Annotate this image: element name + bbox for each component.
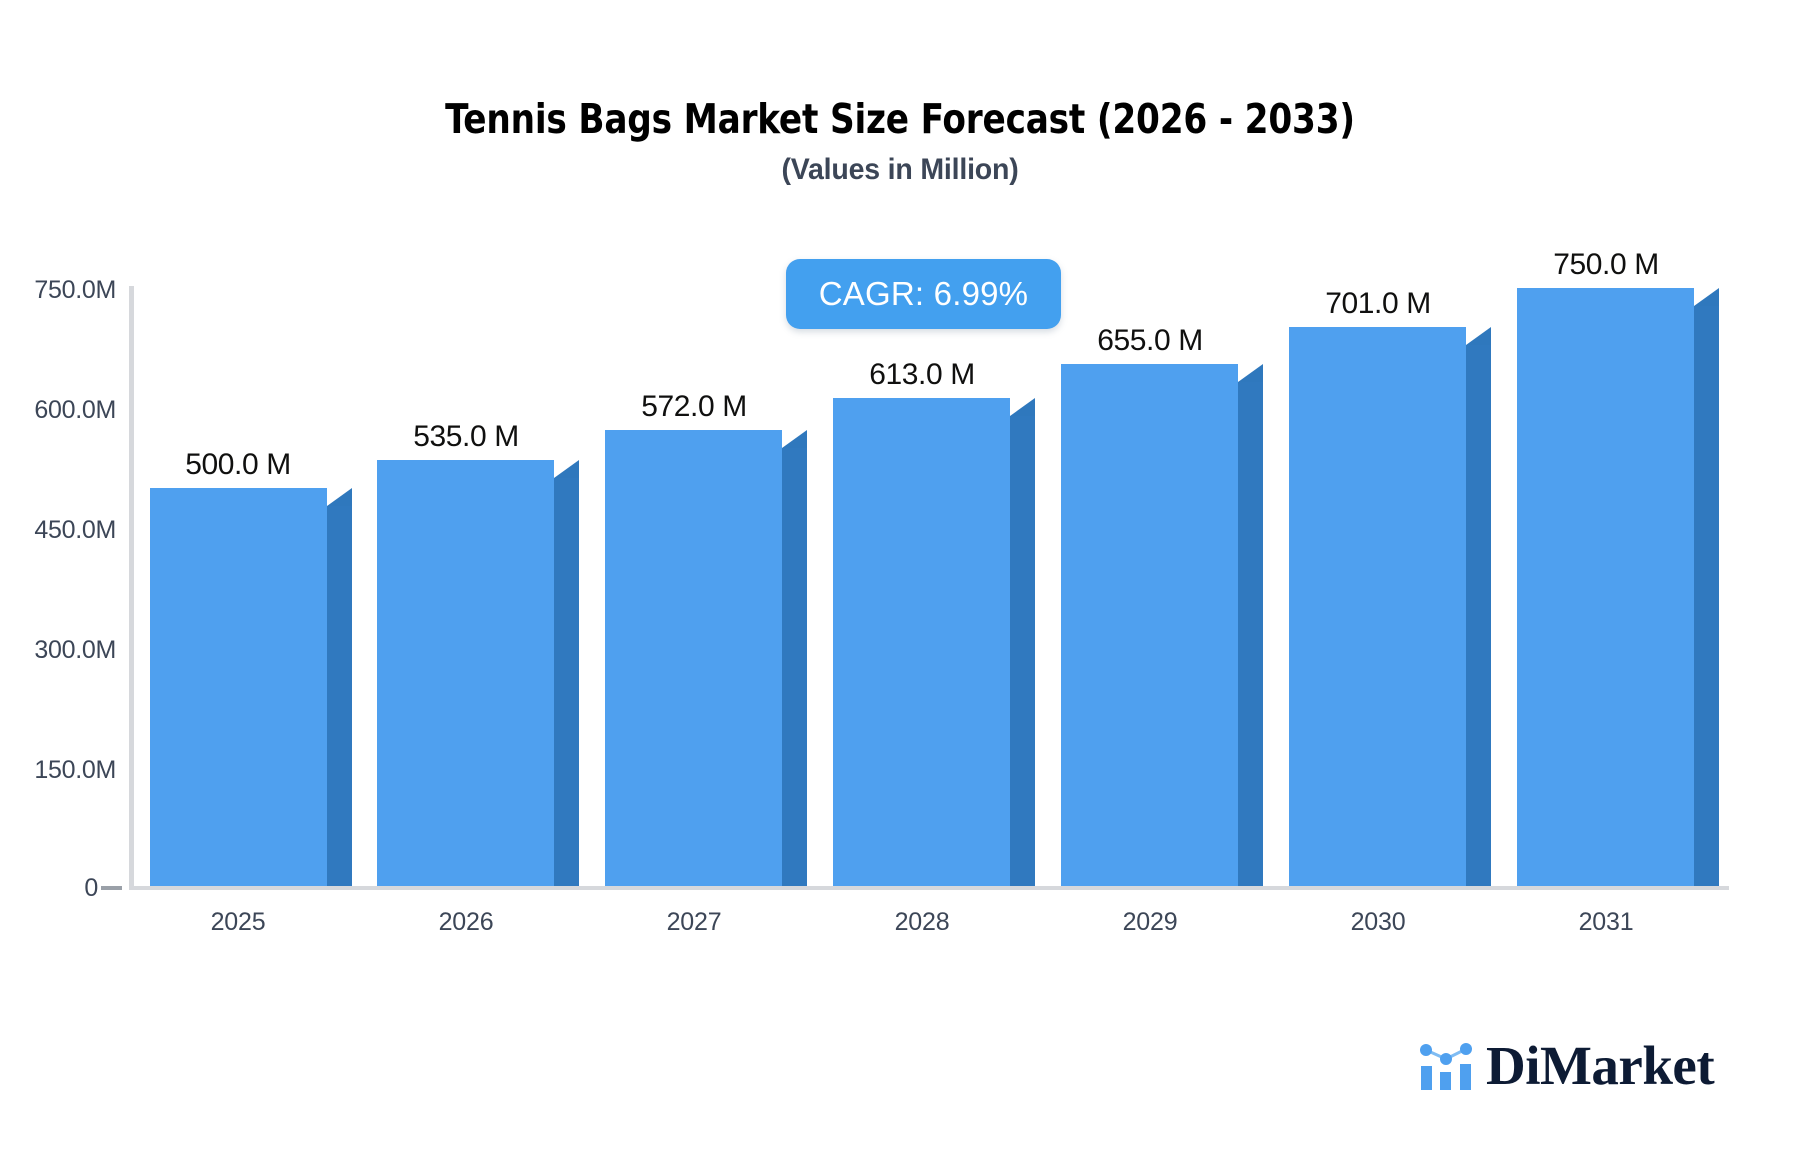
bar-2029-side — [1238, 382, 1263, 886]
chart-title: Tennis Bags Market Size Forecast (2026 -… — [445, 95, 1355, 143]
y-tick-label-150: 150.0M — [34, 756, 116, 784]
bar-2028 — [833, 398, 1010, 886]
bar-2026 — [377, 460, 554, 886]
bar-2026-side — [554, 478, 579, 886]
y-tick-label-450: 450.0M — [34, 516, 116, 544]
x-axis-line — [129, 886, 1729, 890]
bar-value-2025: 500.0 M — [185, 448, 291, 481]
y-tick-label-750: 750.0M — [34, 276, 116, 304]
y-tick-label-300: 300.0M — [34, 636, 116, 664]
bar-2030-top — [1466, 327, 1491, 345]
y-axis-line — [129, 286, 134, 890]
bar-2028-top — [1010, 398, 1035, 416]
bar-2026-top — [554, 460, 579, 478]
bar-2027-side — [782, 448, 807, 886]
bar-2030 — [1289, 327, 1466, 886]
bar-2031 — [1517, 288, 1694, 886]
bar-2025-side — [327, 506, 352, 886]
y-tick-label-600: 600.0M — [34, 396, 116, 424]
brand-name: DiMarket — [1486, 1035, 1715, 1096]
bar-value-2031: 750.0 M — [1553, 248, 1659, 281]
y-tick-label-0: 0 — [84, 874, 98, 902]
x-tick-label-2030: 2030 — [1350, 908, 1406, 936]
bar-2031-side — [1694, 306, 1719, 886]
bar-2031-top — [1694, 288, 1719, 306]
bar-value-2026: 535.0 M — [413, 420, 519, 453]
x-tick-label-2028: 2028 — [894, 908, 950, 936]
bar-2030-side — [1466, 345, 1491, 886]
bar-value-2030: 701.0 M — [1325, 287, 1431, 320]
cagr-badge: CAGR: 6.99% — [786, 259, 1061, 329]
x-tick-label-2026: 2026 — [438, 908, 494, 936]
y-axis-zero-tick-mark — [101, 886, 122, 890]
x-tick-label-2031: 2031 — [1578, 908, 1634, 936]
bar-2027 — [605, 430, 782, 886]
bar-chart-icon — [1418, 1040, 1474, 1092]
chart-subtitle: (Values in Million) — [781, 153, 1019, 187]
bar-2025-top — [327, 488, 352, 506]
chart-header: Tennis Bags Market Size Forecast (2026 -… — [0, 95, 1800, 187]
bar-2028-side — [1010, 416, 1035, 886]
bar-2027-top — [782, 430, 807, 448]
bar-value-2028: 613.0 M — [869, 358, 975, 391]
cagr-badge-label: CAGR: 6.99% — [818, 275, 1029, 312]
bar-2029-top — [1238, 364, 1263, 382]
bar-value-2027: 572.0 M — [641, 390, 747, 423]
brand-logo: DiMarket — [1418, 1035, 1715, 1096]
bar-value-2029: 655.0 M — [1097, 324, 1203, 357]
bar-2029 — [1061, 364, 1238, 886]
x-tick-label-2025: 2025 — [210, 908, 266, 936]
x-tick-label-2027: 2027 — [666, 908, 722, 936]
x-tick-label-2029: 2029 — [1122, 908, 1178, 936]
bar-2025 — [150, 488, 327, 886]
